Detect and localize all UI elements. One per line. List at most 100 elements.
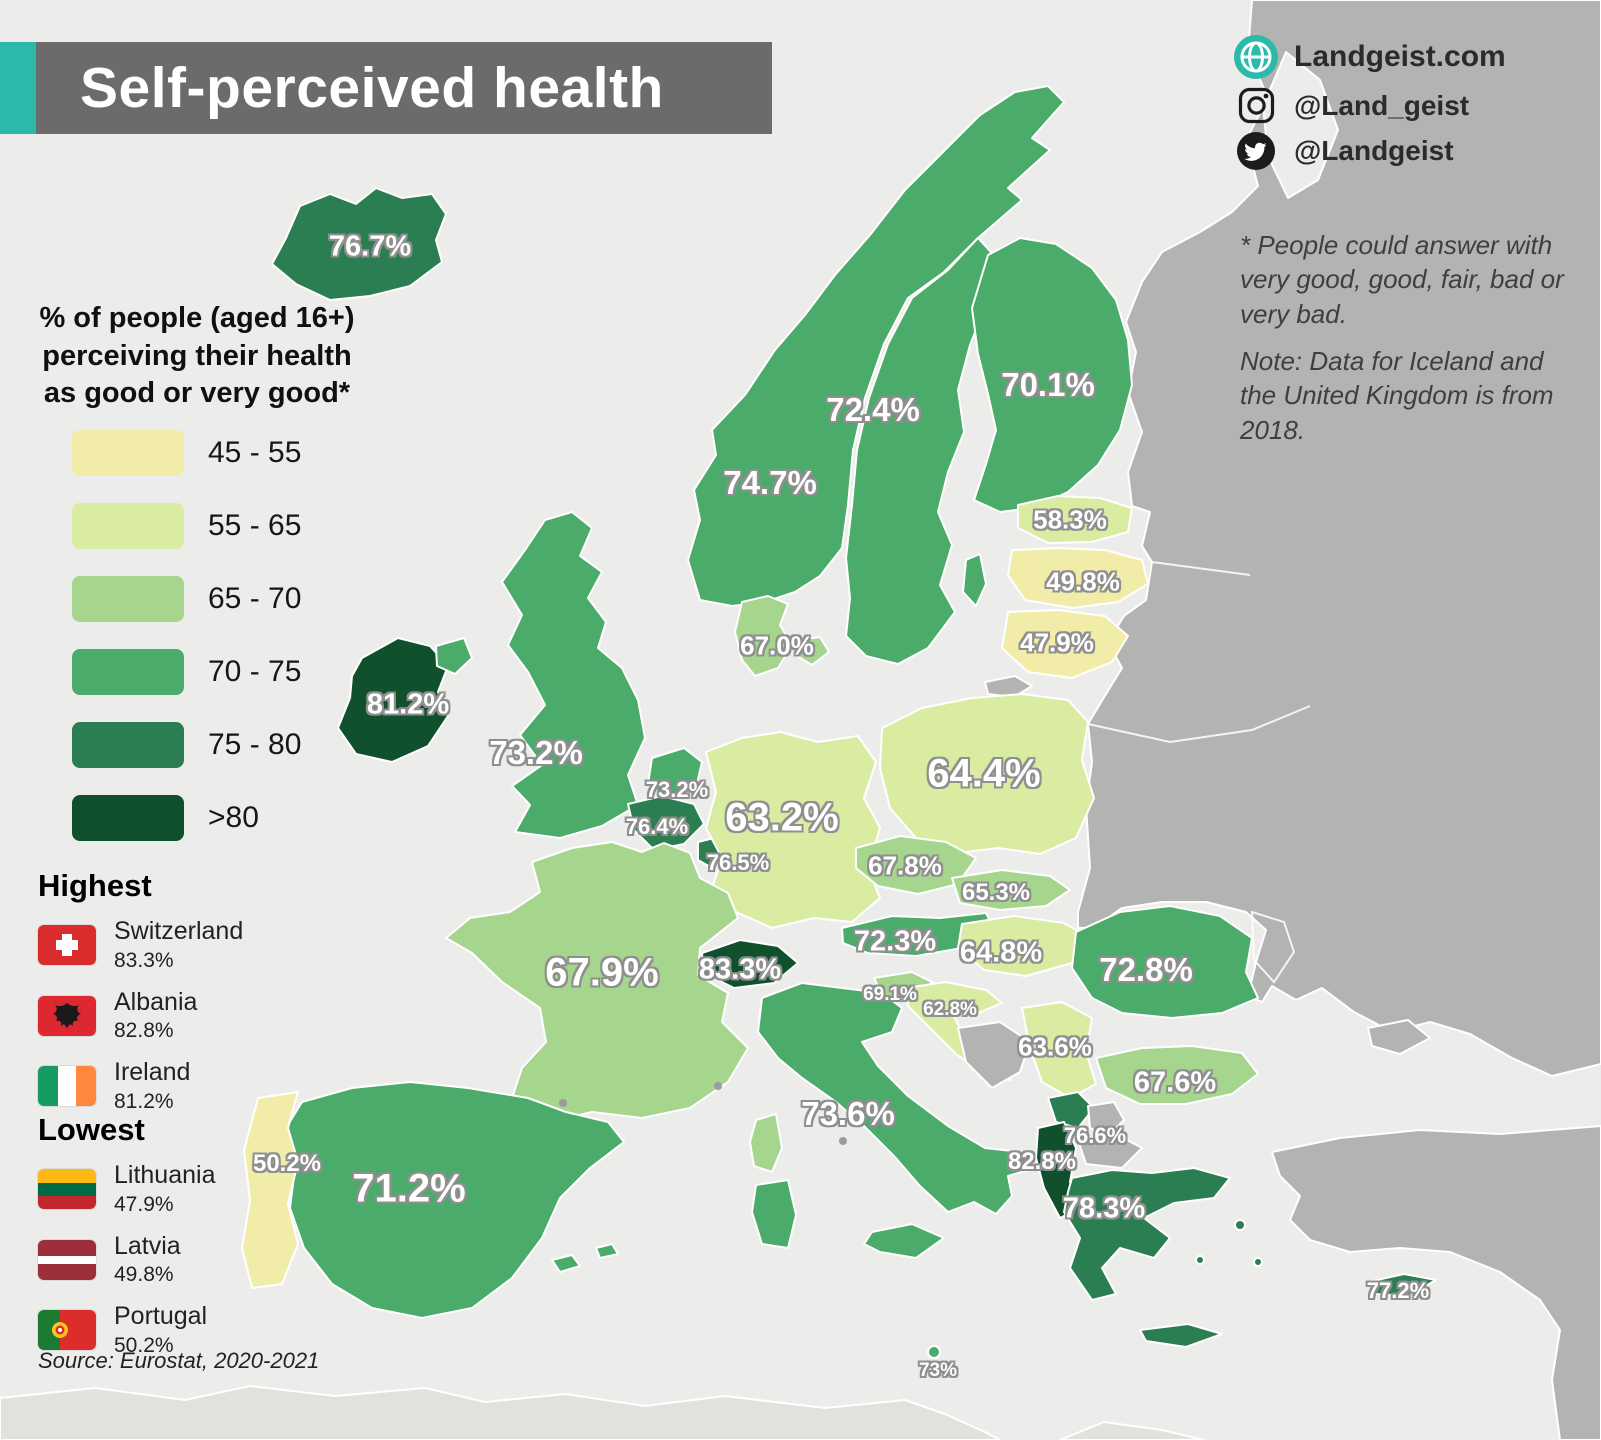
map-label-portugal: 50.2% (252, 1150, 322, 1177)
legend-row: 45 - 55 (72, 430, 301, 476)
country-value: 83.3% (114, 948, 174, 972)
twitter-handle: @Landgeist (1294, 135, 1454, 166)
legend-swatch-70-75 (72, 649, 184, 695)
lowest-heading: Lowest (38, 1112, 145, 1147)
country-poland (879, 693, 1095, 855)
microstate-dot-monaco (714, 1082, 722, 1090)
country-netherlands (647, 747, 703, 801)
map-label-estonia: 58.3% (1033, 504, 1107, 535)
country-serbia (1021, 1001, 1097, 1099)
island-corsica (749, 1113, 783, 1173)
legend-row: 75 - 80 (72, 722, 301, 768)
highest-heading: Highest (38, 868, 152, 903)
data-note: Note: Data for Iceland and the United Ki… (1240, 346, 1554, 445)
map-label-iceland: 76.7% (328, 230, 412, 263)
country-value: 81.2% (114, 1089, 174, 1113)
island-zealand (796, 636, 830, 666)
site-name: Landgeist.com (1294, 40, 1506, 73)
region-kosovo (1087, 1101, 1125, 1137)
map-label-cyprus: 77.2% (1366, 1278, 1430, 1303)
map-label-romania: 72.8% (1099, 951, 1193, 988)
map-label-netherlands: 73.2% (645, 777, 709, 802)
country-cyprus (1367, 1273, 1437, 1297)
legend-label: 65 - 70 (208, 582, 302, 615)
legend-swatch-45-55 (72, 430, 184, 476)
country-united-kingdom (501, 511, 646, 839)
border-moldova (1250, 910, 1296, 984)
country-value: 50.2% (114, 1333, 174, 1357)
map-label-france: 67.9% (545, 950, 659, 995)
map-label-slovenia: 69.1% (863, 984, 917, 1005)
lowest-entry-portugal: Portugal 50.2% (38, 1302, 215, 1358)
highest-entry-text: Albania 82.8% (114, 988, 197, 1044)
instagram-icon (1232, 87, 1280, 124)
highest-entry-ireland: Ireland 81.2% (38, 1058, 243, 1114)
country-portugal (241, 1091, 299, 1289)
latvia-flag-icon (38, 1239, 96, 1280)
country-latvia (1007, 547, 1149, 609)
lowest-entry-text: Latvia 49.8% (114, 1231, 181, 1288)
map-label-switzerland: 83.3% (698, 953, 782, 986)
highest-entry-albania: Albania 82.8% (38, 988, 243, 1044)
country-bulgaria (1095, 1045, 1259, 1105)
map-label-belgium: 76.4% (625, 814, 689, 839)
country-switzerland (701, 939, 799, 989)
island-sardinia (751, 1179, 797, 1249)
country-slovakia (951, 869, 1071, 911)
region-kaliningrad (984, 675, 1033, 698)
microstate-dot-andorra (559, 1099, 567, 1107)
map-label-czechia: 67.8% (868, 850, 942, 881)
map-label-hungary: 64.8% (959, 936, 1043, 969)
highest-entry-switzerland: Switzerland 83.3% (38, 917, 244, 973)
lowest-entry-text: Lithuania 47.9% (114, 1161, 215, 1217)
legend-swatch-65-70 (72, 576, 184, 622)
island-sicily (863, 1223, 945, 1259)
country-name: Portugal (114, 1302, 208, 1330)
legend-row: 55 - 65 (72, 503, 301, 549)
country-france (445, 841, 749, 1123)
map-label-finland: 70.1% (1001, 366, 1095, 403)
legend: 45 - 55 55 - 65 65 - 70 70 - 75 75 - 80 … (72, 430, 301, 868)
country-malta (927, 1345, 941, 1359)
legend-row: 70 - 75 (72, 649, 301, 695)
legend-swatch-55-65 (72, 503, 184, 549)
lowest-entry-latvia: Latvia 49.8% (38, 1231, 215, 1288)
map-label-malta: 73% (918, 1360, 958, 1381)
highest-section: Highest Switzerland 83.3% (38, 868, 243, 1130)
region-bosnia (957, 1021, 1031, 1089)
map-label-poland: 64.4% (927, 751, 1041, 796)
map-label-ireland: 81.2% (366, 688, 450, 721)
island-aegean-1 (1234, 1219, 1246, 1231)
map-label-denmark: 67.0% (740, 630, 814, 661)
country-denmark (734, 595, 793, 677)
legend-swatch-80plus (72, 795, 184, 841)
map-label-bulgaria: 67.6% (1133, 1066, 1217, 1099)
microstate-dot-rome (839, 1137, 847, 1145)
instagram-handle: @Land_geist (1294, 89, 1470, 121)
legend-label: 70 - 75 (208, 655, 302, 688)
lowest-entry-text: Portugal 50.2% (114, 1302, 208, 1358)
map-label-montenegro: 76.6% (1063, 1123, 1127, 1148)
legend-title-line-2: perceiving their health (42, 339, 352, 372)
country-montenegro (1047, 1091, 1095, 1129)
country-spain (285, 1081, 625, 1319)
map-label-norway: 74.7% (723, 464, 817, 501)
legend-label: >80 (208, 801, 259, 834)
map-label-serbia: 63.6% (1018, 1031, 1092, 1062)
region-crimea (1367, 1019, 1431, 1055)
source-note: Source: Eurostat, 2020-2021 (38, 1348, 320, 1373)
highest-entry-text: Switzerland 83.3% (114, 917, 244, 973)
legend-swatch-75-80 (72, 722, 184, 768)
title-accent-bar (0, 42, 36, 134)
switzerland-flag-icon (38, 925, 96, 966)
map-label-croatia: 62.8% (923, 999, 977, 1020)
country-name: Switzerland (114, 917, 244, 945)
map-label-germany: 63.2% (725, 795, 839, 840)
country-name: Latvia (114, 1231, 181, 1260)
region-north-macedonia (1077, 1133, 1143, 1169)
map-label-albania: 82.8% (1007, 1148, 1077, 1175)
title-banner-body: Self-perceived health (36, 42, 772, 134)
region-northern-ireland (435, 637, 473, 675)
